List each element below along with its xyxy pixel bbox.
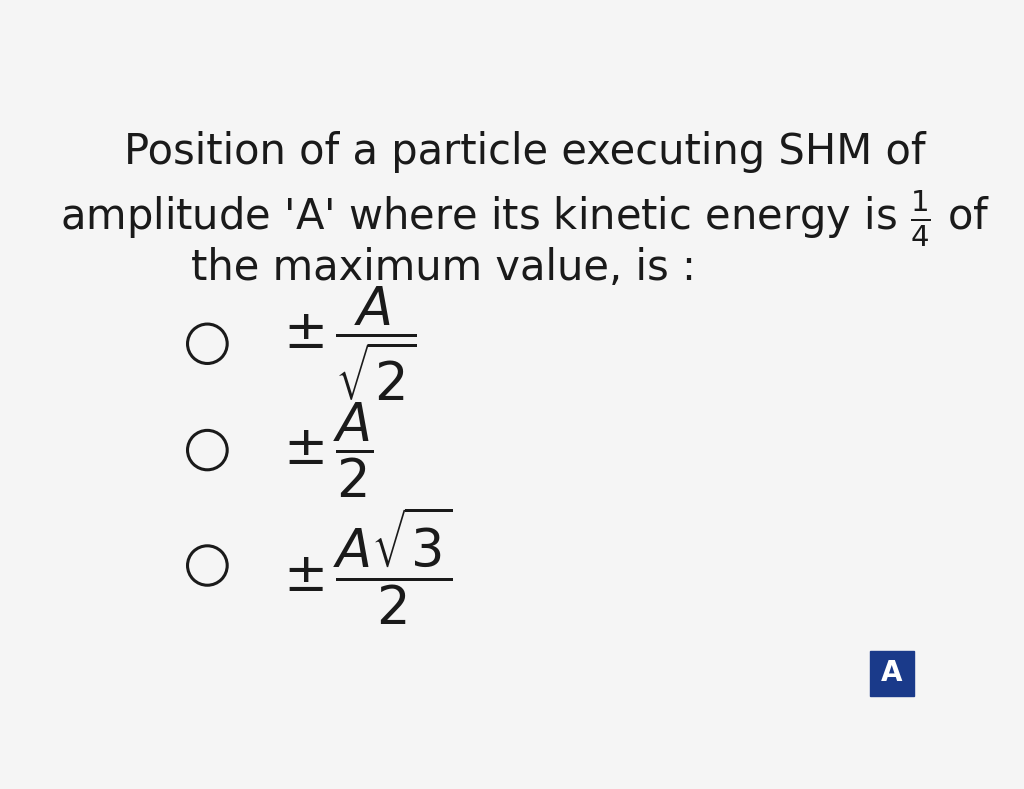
Text: A: A <box>881 659 902 687</box>
Text: amplitude 'A' where its kinetic energy is $\frac{1}{4}$ of: amplitude 'A' where its kinetic energy i… <box>59 189 990 249</box>
Text: Position of a particle executing SHM of: Position of a particle executing SHM of <box>124 131 926 173</box>
Text: $\pm\,\dfrac{A\sqrt{3}}{2}$: $\pm\,\dfrac{A\sqrt{3}}{2}$ <box>283 504 453 626</box>
Text: the maximum value, is :: the maximum value, is : <box>191 246 696 289</box>
Text: $\pm\,\dfrac{A}{\sqrt{2}}$: $\pm\,\dfrac{A}{\sqrt{2}}$ <box>283 284 416 403</box>
Bar <box>870 651 913 696</box>
Text: $\pm\,\dfrac{A}{2}$: $\pm\,\dfrac{A}{2}$ <box>283 400 374 500</box>
